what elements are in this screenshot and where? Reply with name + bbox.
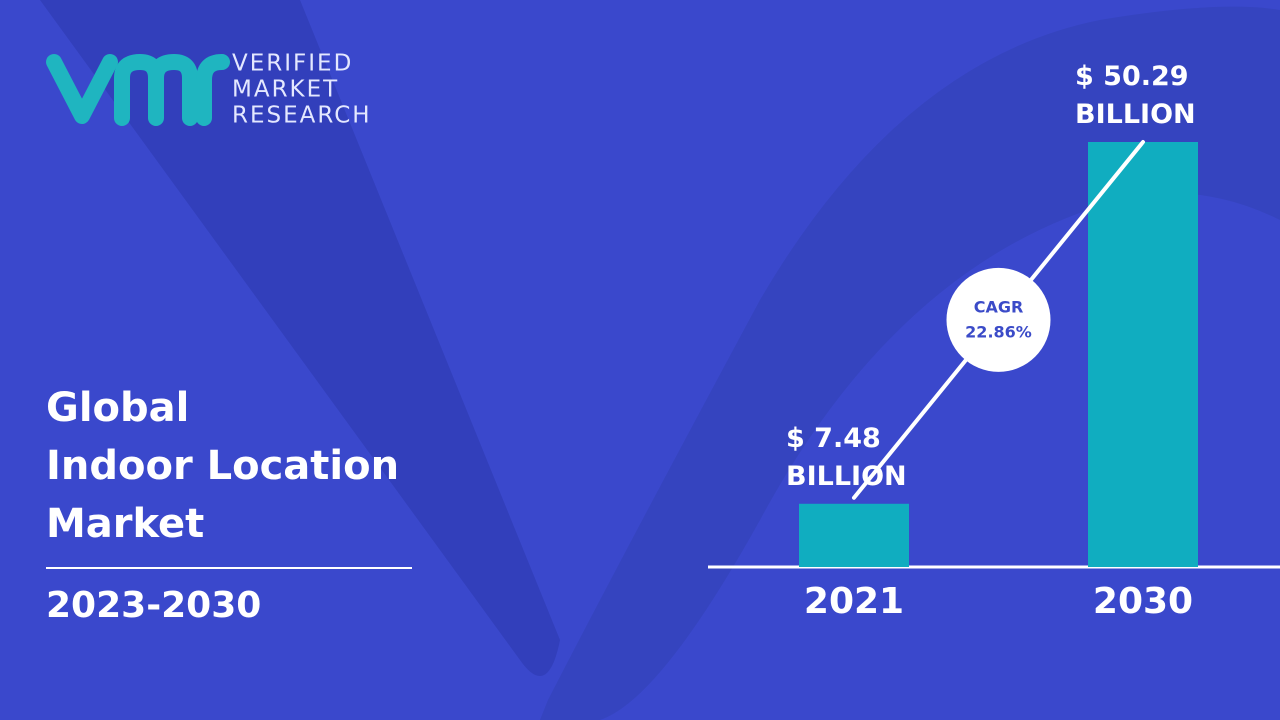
logo-v — [46, 54, 118, 124]
logo-r — [196, 54, 230, 126]
logo-m — [114, 54, 198, 126]
bar — [1088, 142, 1198, 567]
value-label: $ 7.48 BILLION — [786, 422, 907, 492]
bg-shape — [40, 0, 560, 676]
logo-text: RESEARCH — [232, 103, 372, 129]
x-tick-label: 2030 — [1093, 581, 1193, 622]
cagr-value: 22.86% — [965, 322, 1032, 341]
title-line: Indoor Location — [46, 443, 399, 489]
cagr-badge — [946, 267, 1051, 372]
value-label: $ 50.29 BILLION — [1075, 61, 1196, 130]
logo-text: MARKET — [232, 77, 339, 103]
period: 2023-2030 — [46, 585, 261, 626]
x-tick-label: 2021 — [804, 581, 904, 622]
title-line: Global — [46, 385, 189, 431]
logo-text: VERIFIED — [232, 51, 353, 77]
logo-mark — [46, 54, 230, 126]
cagr-label: CAGR — [974, 297, 1024, 316]
title-line: Market — [46, 501, 204, 547]
bar — [799, 503, 909, 567]
